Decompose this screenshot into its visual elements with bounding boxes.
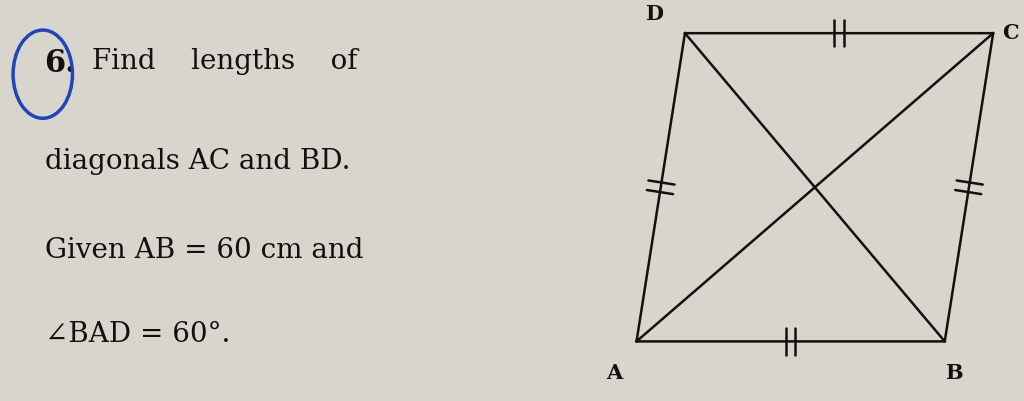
Text: 6.: 6. [45, 48, 77, 79]
Text: ∠BAD = 60°.: ∠BAD = 60°. [45, 321, 230, 348]
Text: Given AB = 60 cm and: Given AB = 60 cm and [45, 237, 364, 263]
Text: B: B [945, 363, 963, 383]
Text: diagonals AC and BD.: diagonals AC and BD. [45, 148, 350, 175]
Text: A: A [606, 363, 623, 383]
Text: C: C [1001, 23, 1019, 43]
Text: Find    lengths    of: Find lengths of [92, 48, 357, 75]
Text: D: D [645, 4, 663, 24]
